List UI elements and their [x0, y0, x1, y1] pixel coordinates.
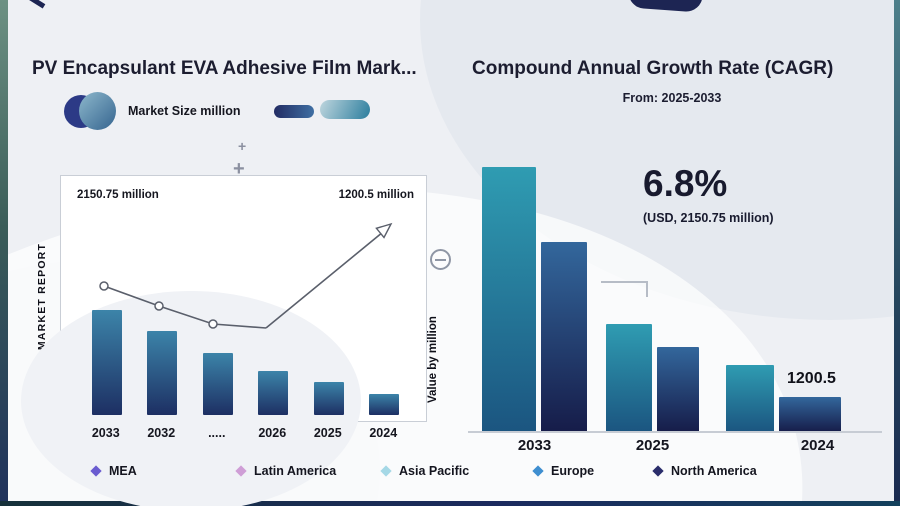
left-axis-label-dots: .....: [208, 426, 226, 440]
cagr-percentage: 6.8%: [643, 163, 728, 204]
cagr-usd-note: (USD, 2150.75 million): [643, 211, 774, 225]
left-bar-cell: [301, 285, 357, 415]
value-axis-label: Value by million: [427, 316, 439, 403]
market-size-legend: Market Size million: [64, 92, 241, 130]
right-panel-title: Compound Annual Growth Rate (CAGR): [472, 58, 834, 79]
left-axis-label-2032: 2032: [147, 426, 176, 440]
cagr-bar-group-2024: [726, 365, 841, 432]
minus-icon: [430, 249, 451, 270]
market-size-legend-label: Market Size million: [128, 104, 241, 118]
cagr-bar-2033-2: [541, 242, 587, 432]
legend-marker-icon: [235, 465, 247, 477]
legend-label: Asia Pacific: [399, 464, 470, 478]
market-size-bar-2024: [369, 394, 400, 415]
market-size-chart: 2150.75 million 1200.5 million: [21, 175, 427, 506]
cagr-period-subtitle: From: 2025-2033: [622, 91, 722, 105]
cagr-baseline: [468, 431, 882, 433]
decorative-pill-dark: [274, 105, 314, 118]
plus-decoration: +: [238, 138, 247, 154]
cagr-bar-2025-2: [657, 347, 699, 432]
bottom-edge-strip: [0, 501, 900, 506]
left-bar-cell: [357, 285, 413, 415]
left-edge-strip: [0, 0, 8, 506]
start-value-label: 2150.75 million: [77, 189, 159, 201]
cagr-bar-group-2033: [482, 167, 587, 432]
value-2024-label: 1200.5: [787, 370, 836, 387]
right-axis-label-2024: 2024: [800, 437, 835, 454]
market-size-bar-2026: [258, 371, 289, 415]
legend-item-north-america: North America: [652, 464, 757, 478]
market-size-bar-2025: [313, 382, 344, 415]
market-size-bars: [79, 285, 412, 415]
cagr-bar-2025-1: [606, 324, 652, 432]
right-axis-label-2025: 2025: [635, 437, 670, 454]
legend-item-mea: MEA: [90, 464, 137, 478]
corner-tick-decoration: [20, 0, 46, 9]
end-value-label: 1200.5 million: [338, 189, 414, 201]
legend-label: Latin America: [254, 464, 337, 478]
legend-marker-icon: [532, 465, 544, 477]
left-bar-cell: [135, 285, 191, 415]
left-bar-cell: [246, 285, 302, 415]
right-axis-label-2033: 2033: [517, 437, 552, 454]
left-axis-label-2024: 2024: [369, 426, 398, 440]
legend-marker-icon: [380, 465, 392, 477]
cagr-bar-2024-2: [779, 397, 841, 432]
left-panel-title: PV Encapsulant EVA Adhesive Film Mark...: [32, 58, 417, 79]
legend-item-latin-america: Latin America: [235, 464, 337, 478]
right-edge-strip: [894, 0, 900, 506]
sphere-light-half: [79, 92, 116, 130]
left-bar-cell: [190, 285, 246, 415]
legend-item-asia-pacific: Asia Pacific: [380, 464, 470, 478]
legend-marker-icon: [90, 465, 102, 477]
legend-label: MEA: [109, 464, 137, 478]
cagr-bars: [480, 142, 870, 432]
market-size-x-axis: 2033 2032..... 2026 2025 2024: [78, 426, 411, 440]
market-size-bar-2032: [147, 331, 178, 415]
market-size-bar-2033: [91, 310, 122, 415]
left-axis-label-2026: 2026: [258, 426, 287, 440]
market-size-bar-dots: [202, 353, 233, 415]
region-legend: MEA Latin America Asia Pacific Europe North …: [82, 464, 802, 484]
left-axis-label-2025: 2025: [313, 426, 342, 440]
cagr-bar-2033-1: [482, 167, 536, 432]
legend-item-europe: Europe: [532, 464, 595, 478]
legend-label: Europe: [551, 464, 595, 478]
plus-decoration: +: [233, 158, 245, 180]
legend-label: North America: [671, 464, 757, 478]
cagr-bar-group-2025: [606, 324, 699, 432]
sphere-icon: [64, 92, 116, 130]
left-bar-cell: [79, 285, 135, 415]
decorative-pill-teal: [320, 100, 370, 119]
cagr-x-axis: 2033 2025 2024: [480, 437, 870, 457]
cagr-bar-2024-1: [726, 365, 774, 432]
left-axis-label-2033: 2033: [91, 426, 120, 440]
legend-marker-icon: [652, 465, 664, 477]
step-line-decoration: [601, 281, 648, 297]
